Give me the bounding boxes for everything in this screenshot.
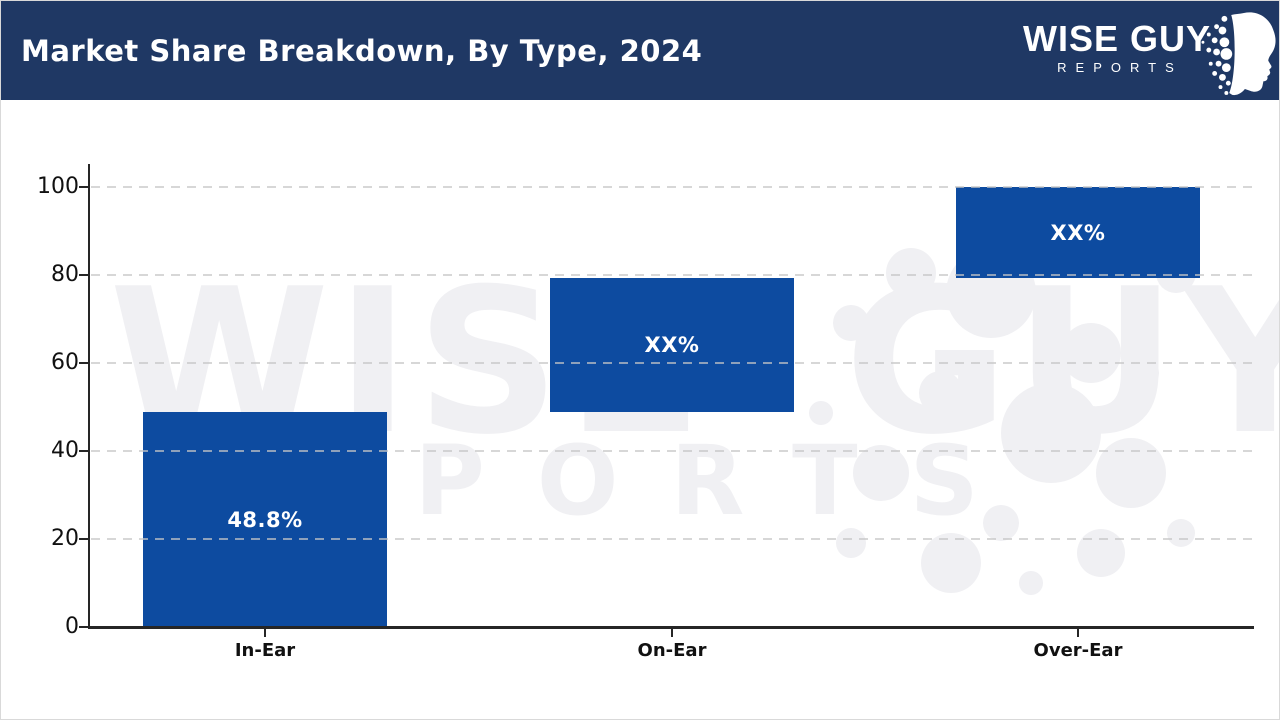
logo-brand-text: WISE GUY bbox=[1022, 18, 1211, 59]
y-tick-mark bbox=[79, 626, 88, 628]
logo-sub-text: REPORTS bbox=[1057, 60, 1183, 75]
x-tick-label: In-Ear bbox=[234, 640, 296, 661]
y-tick-label: 40 bbox=[51, 438, 79, 463]
x-axis-line bbox=[88, 626, 1254, 629]
bar-value-label: 48.8% bbox=[227, 507, 303, 532]
x-tick-mark bbox=[264, 629, 266, 637]
bar-on-ear: XX% bbox=[550, 278, 794, 413]
watermark-face-dots bbox=[809, 248, 1196, 595]
y-tick-mark bbox=[79, 362, 88, 364]
page-title: Market Share Breakdown, By Type, 2024 bbox=[21, 33, 703, 68]
x-tick-label: On-Ear bbox=[637, 640, 707, 661]
y-tick-mark bbox=[79, 450, 88, 452]
bar-over-ear: XX% bbox=[956, 187, 1200, 279]
header-bar: Market Share Breakdown, By Type, 2024 WI… bbox=[1, 1, 1279, 100]
bar-value-label: XX% bbox=[1050, 220, 1106, 245]
y-tick-label: 100 bbox=[37, 174, 79, 199]
wise-guy-face-icon bbox=[1201, 12, 1276, 96]
x-tick-mark bbox=[1077, 629, 1079, 637]
bar-in-ear: 48.8% bbox=[143, 412, 387, 627]
logo-text: WISE GUY REPORTS bbox=[1022, 18, 1211, 76]
wise-guy-logo: WISE GUY REPORTS bbox=[1023, 1, 1279, 100]
y-tick-mark bbox=[79, 538, 88, 540]
x-tick-mark bbox=[671, 629, 673, 637]
x-tick-label: Over-Ear bbox=[1033, 640, 1123, 661]
y-axis-line bbox=[88, 164, 90, 628]
y-tick-label: 80 bbox=[51, 262, 79, 287]
y-tick-label: 0 bbox=[65, 614, 79, 639]
y-tick-label: 20 bbox=[51, 526, 79, 551]
y-tick-label: 60 bbox=[51, 350, 79, 375]
bar-value-label: XX% bbox=[644, 333, 700, 358]
y-tick-mark bbox=[79, 186, 88, 188]
y-tick-mark bbox=[79, 274, 88, 276]
